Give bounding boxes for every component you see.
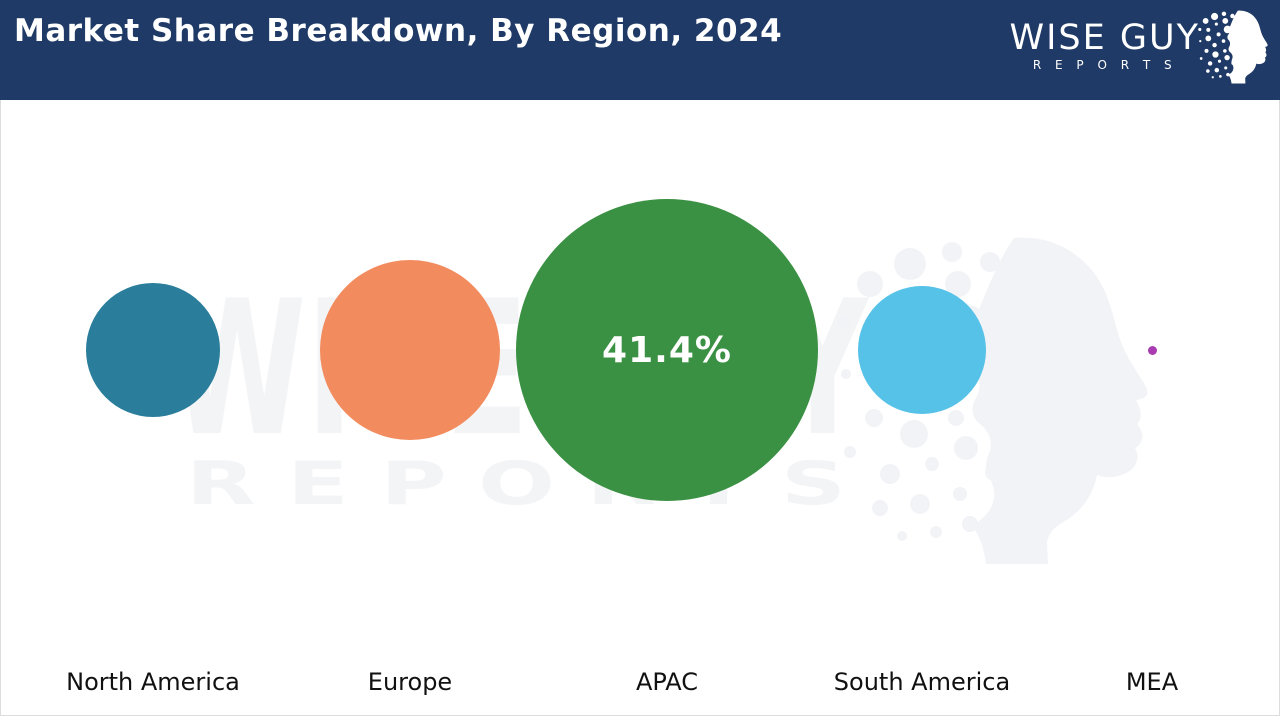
bubble-value-label: 41.4% (602, 329, 732, 371)
category-label-europe: Europe (367, 668, 453, 696)
logo-name: WISE GUY (1009, 17, 1200, 58)
header: Market Share Breakdown, By Region, 2024 … (0, 0, 1280, 100)
category-label-apac: APAC (635, 668, 699, 696)
category-label-mea: MEA (1125, 668, 1179, 696)
bubble-apac: 41.4% (516, 199, 818, 501)
category-label-north-america: North America (66, 668, 240, 696)
bubble-north-america (86, 283, 220, 417)
logo-tagline: R E P O R T S (1032, 58, 1177, 73)
category-label-south-america: South America (833, 668, 1011, 696)
page-title: Market Share Breakdown, By Region, 2024 (14, 13, 783, 49)
bubble-europe (320, 260, 500, 440)
wiseguy-logo: WISE GUY R E P O R T S (1009, 8, 1270, 84)
bubble-mea (1147, 345, 1157, 355)
bubble-south-america (858, 286, 986, 414)
wiseguy-logo-text: WISE GUY R E P O R T S (1009, 17, 1200, 73)
wiseguy-head-icon (1198, 10, 1268, 84)
